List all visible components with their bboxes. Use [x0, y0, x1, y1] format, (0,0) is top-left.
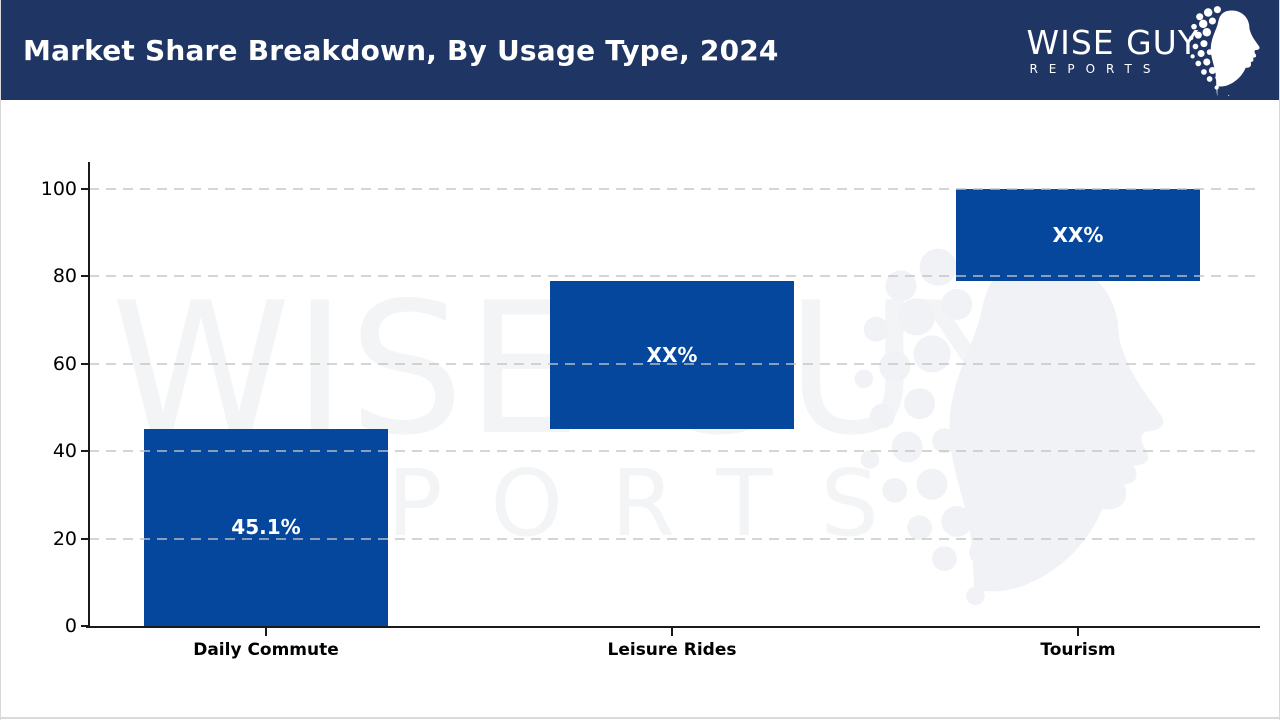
gridline: [89, 362, 1259, 365]
y-tick-label: 100: [40, 177, 77, 200]
y-tick: [81, 450, 89, 452]
bar-segment: XX%: [956, 188, 1200, 282]
y-tick: [81, 187, 89, 190]
page-title: Market Share Breakdown, By Usage Type, 2…: [23, 33, 779, 67]
y-tick-label: 20: [52, 527, 77, 550]
y-tick-label: 0: [64, 615, 77, 637]
x-tick: [265, 628, 267, 636]
y-axis-spine: [88, 162, 90, 628]
brand-subname: REPORTS: [1029, 61, 1162, 76]
header: Market Share Breakdown, By Usage Type, 2…: [1, 0, 1279, 100]
bar-segment: XX%: [550, 281, 794, 429]
brand-logo-text: WISE GUY REPORTS: [1026, 26, 1199, 75]
gridline: [89, 537, 1259, 540]
gridline: [89, 450, 1259, 452]
x-category-label: Leisure Rides: [607, 640, 737, 660]
x-axis-spine: [86, 626, 1260, 628]
y-tick: [81, 625, 89, 627]
bar-value-label: 45.1%: [231, 515, 301, 540]
y-tick: [81, 275, 89, 277]
x-category-label: Daily Commute: [193, 640, 339, 660]
dotted-head-logo-icon: [1189, 6, 1260, 96]
y-tick-label: 80: [52, 265, 77, 287]
x-tick: [671, 628, 673, 636]
y-tick: [81, 362, 89, 365]
y-tick-label: 60: [52, 352, 77, 375]
y-tick: [81, 537, 89, 540]
gridline: [89, 187, 1259, 190]
chart-area: WISE GUY REPORTS 0 20 40 60 80 100 45.1% XX% XX%…: [1, 100, 1279, 720]
gridline: [89, 275, 1259, 277]
x-category-label: Tourism: [1040, 640, 1116, 660]
bar-value-label: XX%: [1052, 222, 1104, 247]
brand-name: WISE GUY: [1026, 22, 1199, 62]
bottom-border: [1, 717, 1279, 719]
bar-segment: 45.1%: [144, 428, 388, 626]
brand-logo: WISE GUY REPORTS: [1026, 4, 1271, 96]
y-tick-label: 40: [52, 440, 77, 462]
x-tick: [1077, 628, 1079, 636]
watermark-dotted-head-icon: [854, 239, 1164, 606]
